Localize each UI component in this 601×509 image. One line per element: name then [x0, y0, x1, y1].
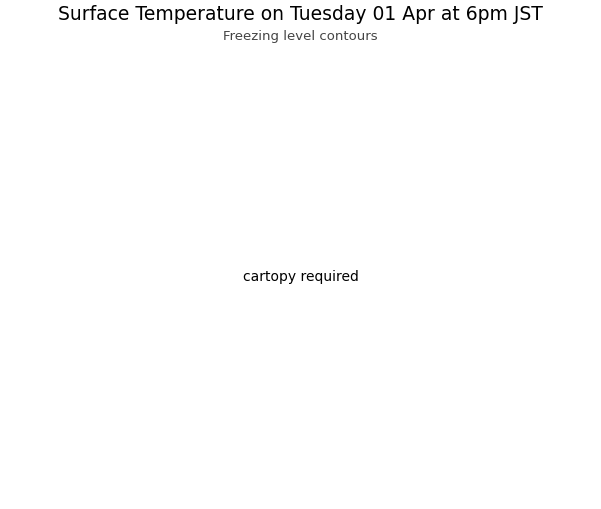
Text: Freezing level contours: Freezing level contours: [223, 30, 378, 43]
Text: Surface Temperature on Tuesday 01 Apr at 6pm JST: Surface Temperature on Tuesday 01 Apr at…: [58, 5, 543, 24]
Text: cartopy required: cartopy required: [243, 270, 358, 284]
